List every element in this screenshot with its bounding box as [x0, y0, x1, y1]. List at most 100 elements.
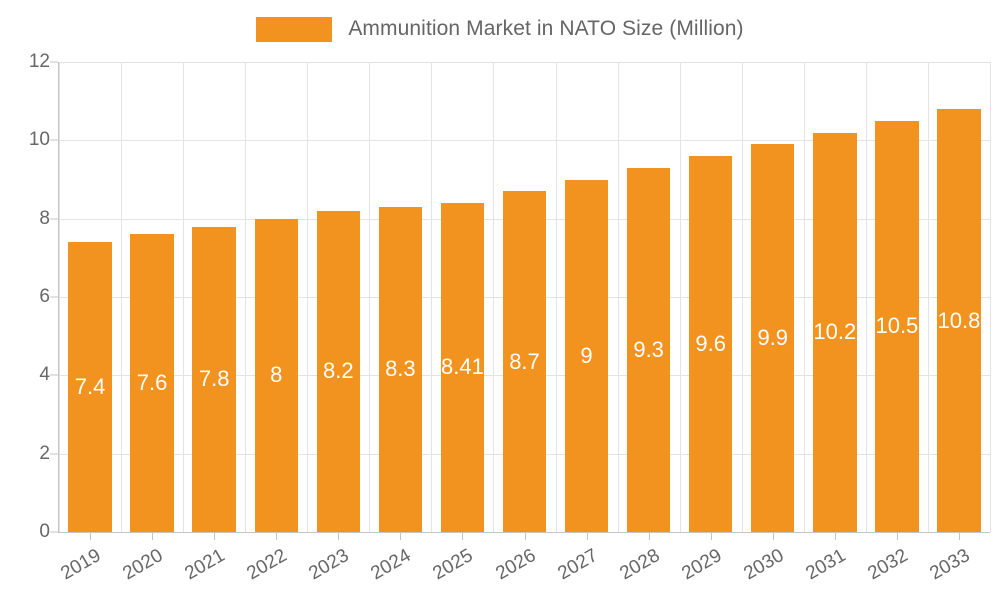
y-axis-tick-label: 6 [39, 286, 50, 307]
x-axis-tick-label: 2024 [367, 545, 415, 585]
bar[interactable] [875, 120, 919, 532]
legend-label[interactable]: Ammunition Market in NATO Size (Million) [348, 17, 744, 40]
gridline-vertical [866, 62, 867, 532]
y-axis-tick-label: 8 [39, 207, 50, 229]
bar[interactable] [254, 218, 298, 532]
x-axis-tick-mark [90, 533, 91, 540]
x-axis-ticks: 2019 2020 2021 2022 2023 2024 2025 2026 2027 2028… [57, 533, 990, 600]
bar-slot: 10.2 [813, 62, 857, 532]
x-axis-tick-mark [525, 533, 526, 540]
bar-series: 7.4 7.6 7.8 8 8.2 8.3 8.41 8.7 9 9.3 9.6 9.9 10.2 10.… [59, 62, 990, 532]
bar-slot: 10.8 [937, 62, 981, 532]
y-axis-ticks: 0 2 4 6 8 10 12 [0, 51, 58, 542]
bar[interactable] [564, 179, 609, 532]
bar-slot: 7.6 [130, 62, 174, 532]
gridline-vertical [493, 62, 494, 532]
gridline-vertical [59, 62, 60, 532]
x-axis-tick-label: 2026 [491, 545, 539, 585]
bar[interactable] [502, 191, 547, 532]
bar-slot: 8 [254, 62, 298, 532]
bar-slot: 8.3 [378, 62, 423, 532]
y-axis-tick-label: 0 [39, 521, 50, 542]
x-axis-tick-label: 2027 [553, 545, 602, 585]
x-axis-tick-label: 2023 [305, 545, 353, 585]
bar-slot: 9.3 [626, 62, 671, 532]
gridline-vertical [742, 62, 743, 532]
legend-swatch-icon[interactable] [256, 16, 333, 42]
gridline-vertical [556, 62, 557, 532]
y-axis-tick-label: 12 [28, 51, 50, 72]
gridline-vertical [245, 62, 246, 532]
y-axis-line [58, 62, 59, 533]
bar[interactable] [316, 210, 360, 532]
y-axis-tick-mark [50, 139, 58, 141]
gridline-horizontal [59, 140, 990, 142]
bar-slot: 10.5 [875, 62, 919, 532]
gridline-vertical [804, 62, 805, 532]
x-axis-tick-label: 2025 [429, 545, 477, 585]
bar-slot: 9.9 [751, 62, 795, 532]
x-axis-tick-label: 2021 [181, 545, 229, 585]
bar[interactable] [192, 226, 236, 532]
x-axis-tick-mark [897, 533, 898, 540]
bar-slot: 9 [564, 62, 609, 532]
y-axis-tick-mark [50, 218, 58, 220]
bar[interactable] [130, 234, 174, 532]
x-axis-tick-label: 2031 [802, 545, 850, 585]
x-axis-tick-label: 2019 [57, 545, 105, 585]
x-axis-tick-label: 2033 [926, 545, 974, 585]
x-axis-tick-mark [214, 533, 215, 540]
y-axis-tick-mark [50, 453, 58, 455]
bar-slot: 9.6 [688, 62, 733, 532]
vertical-gridlines [59, 62, 991, 532]
bar[interactable] [813, 132, 857, 532]
chart-legend: Ammunition Market in NATO Size (Million) [0, 14, 1000, 44]
x-axis-tick-label: 2029 [678, 545, 726, 585]
y-axis-tick-label: 2 [39, 442, 50, 464]
bar-slot: 8.41 [440, 62, 485, 532]
bar[interactable] [688, 156, 733, 532]
bar[interactable] [751, 144, 795, 532]
y-axis-tick-mark [50, 296, 58, 298]
bar[interactable] [440, 202, 485, 532]
y-axis-tick-label: 10 [28, 129, 50, 151]
x-axis-line [59, 532, 990, 533]
x-axis-tick-mark [462, 533, 463, 540]
gridline-vertical [369, 62, 370, 532]
x-axis-tick-label: 2022 [243, 545, 291, 585]
x-axis-tick-label: 2032 [864, 545, 912, 585]
gridline-vertical [183, 62, 184, 532]
bar-slot: 7.4 [68, 62, 112, 532]
x-axis-tick-mark [587, 533, 588, 540]
x-axis-tick-mark [711, 533, 712, 540]
x-axis-tick-mark [276, 533, 277, 540]
gridline-vertical [990, 62, 991, 532]
x-axis-tick-mark [835, 533, 836, 540]
y-axis-tick-mark [50, 61, 58, 63]
x-axis-tick-label: 2028 [616, 545, 664, 585]
x-axis-tick-label: 2020 [119, 545, 167, 585]
x-axis-tick-label: 2030 [740, 545, 788, 585]
x-axis-tick-mark [773, 533, 774, 540]
x-axis-tick-mark [400, 533, 401, 540]
x-axis-tick-mark [338, 533, 339, 540]
bar[interactable] [626, 167, 671, 532]
y-axis-tick-label: 4 [39, 364, 50, 386]
bar[interactable] [378, 206, 423, 532]
gridline-vertical [618, 62, 619, 532]
gridline-vertical [121, 62, 122, 532]
bar-slot: 8.2 [316, 62, 360, 532]
bar-slot: 7.8 [192, 62, 236, 532]
gridline-vertical [680, 62, 681, 532]
bar[interactable] [937, 109, 981, 532]
bar[interactable] [68, 242, 112, 532]
y-axis-tick-mark [50, 531, 58, 533]
gridline-horizontal [59, 62, 990, 63]
x-axis-tick-mark [152, 533, 153, 540]
bar-slot: 8.7 [502, 62, 547, 532]
x-axis-tick-mark [649, 533, 650, 540]
gridline-vertical [431, 62, 432, 532]
x-axis-tick-mark [959, 533, 960, 540]
gridline-vertical [307, 62, 308, 532]
